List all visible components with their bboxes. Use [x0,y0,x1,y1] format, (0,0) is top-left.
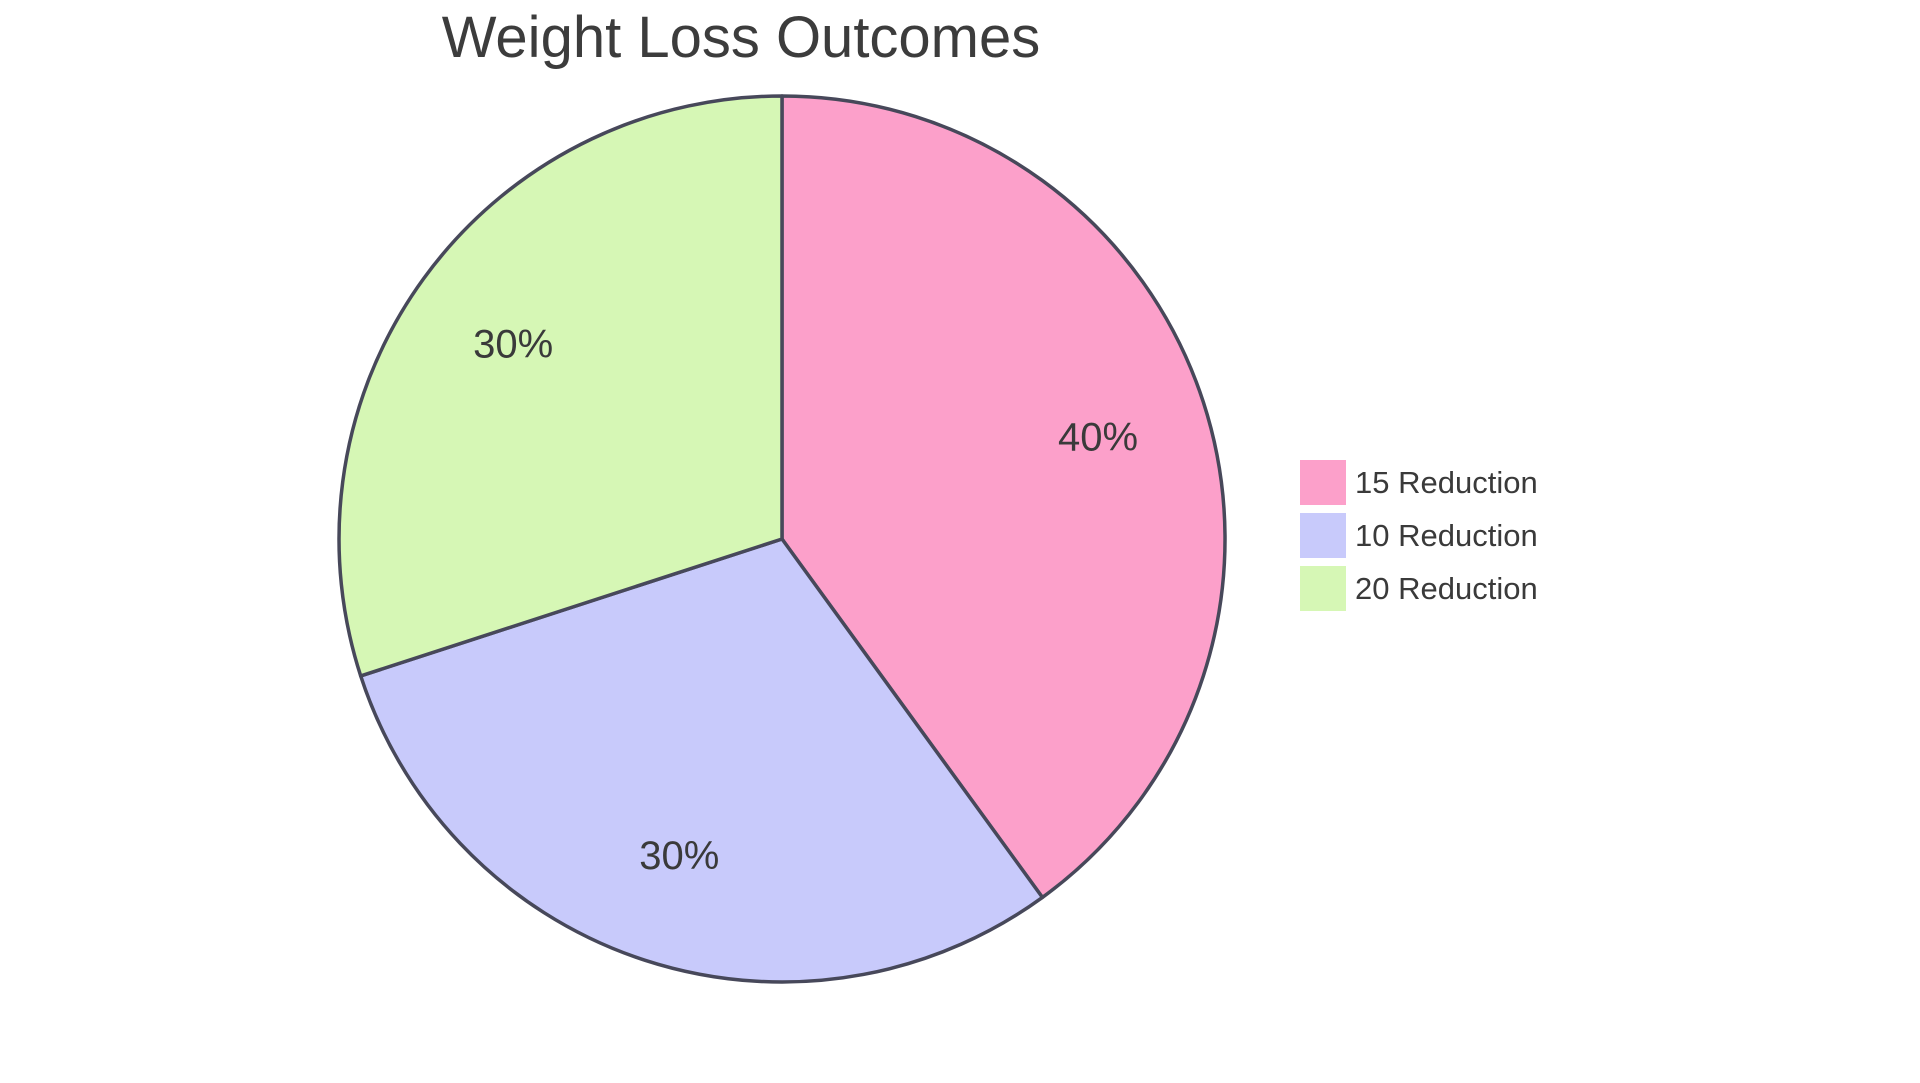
chart-title: Weight Loss Outcomes [441,5,1041,70]
legend-label: 20 Reduction [1355,571,1538,606]
legend-label: 10 Reduction [1355,518,1538,553]
pie-slice-3 [337,94,784,678]
pie-slice-1 [780,94,1227,900]
slice-percent-label: 30% [639,834,719,878]
legend-item: 15 Reduction [1300,460,1538,505]
legend: 15 Reduction 10 Reduction 20 Reduction [1300,460,1538,611]
legend-item: 10 Reduction [1300,513,1538,558]
slice-percent-label: 40% [1058,415,1138,459]
legend-swatch [1300,513,1346,558]
legend-swatch [1300,460,1346,505]
legend-item: 20 Reduction [1300,566,1538,611]
pie-slice-2 [358,537,1045,984]
legend-swatch [1300,566,1346,611]
legend-label: 15 Reduction [1355,465,1538,500]
slice-percent-label: 30% [473,323,553,367]
